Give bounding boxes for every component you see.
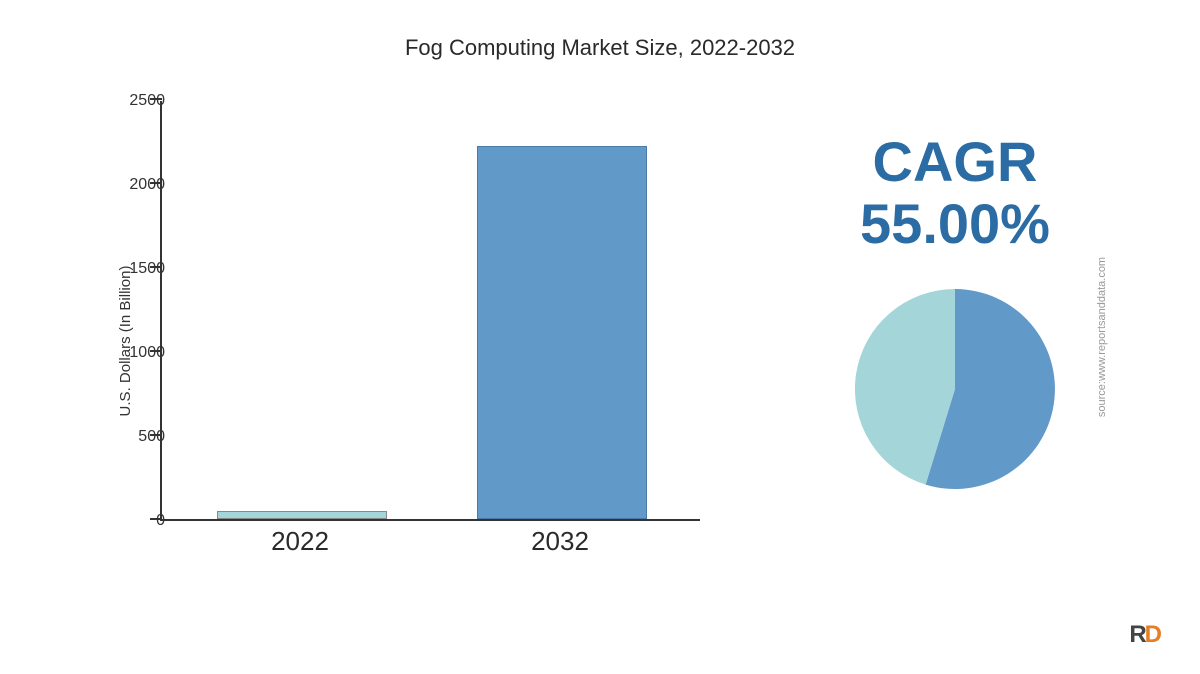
pie-chart: [855, 289, 1055, 489]
y-tick-label: 1500: [129, 260, 165, 278]
bar-chart-area: U.S. Dollars (In Billion) 0 500 1000 150…: [100, 91, 720, 591]
y-tick-label: 0: [156, 512, 165, 530]
y-tick-label: 1000: [129, 344, 165, 362]
cagr-label: CAGR: [873, 131, 1038, 193]
source-attribution: source:www.reportsanddata.com: [1096, 257, 1108, 417]
bar-2032: [477, 146, 647, 519]
chart-container: Fog Computing Market Size, 2022-2032 U.S…: [0, 0, 1200, 674]
content-row: U.S. Dollars (In Billion) 0 500 1000 150…: [40, 91, 1160, 631]
chart-title: Fog Computing Market Size, 2022-2032: [40, 35, 1160, 61]
y-tick-label: 500: [138, 428, 165, 446]
logo-d: D: [1145, 621, 1160, 648]
brand-logo: RD: [1129, 621, 1160, 649]
cagr-value: 55.00%: [860, 193, 1050, 255]
right-panel: CAGR 55.00%: [720, 91, 1160, 631]
y-tick-label: 2500: [129, 92, 165, 110]
logo-r: R: [1129, 621, 1144, 648]
bar-2022: [217, 511, 387, 519]
plot-area: [160, 101, 700, 521]
y-tick-label: 2000: [129, 176, 165, 194]
y-axis-label: U.S. Dollars (In Billion): [117, 266, 134, 417]
x-tick-label: 2022: [271, 526, 329, 557]
x-tick-label: 2032: [531, 526, 589, 557]
